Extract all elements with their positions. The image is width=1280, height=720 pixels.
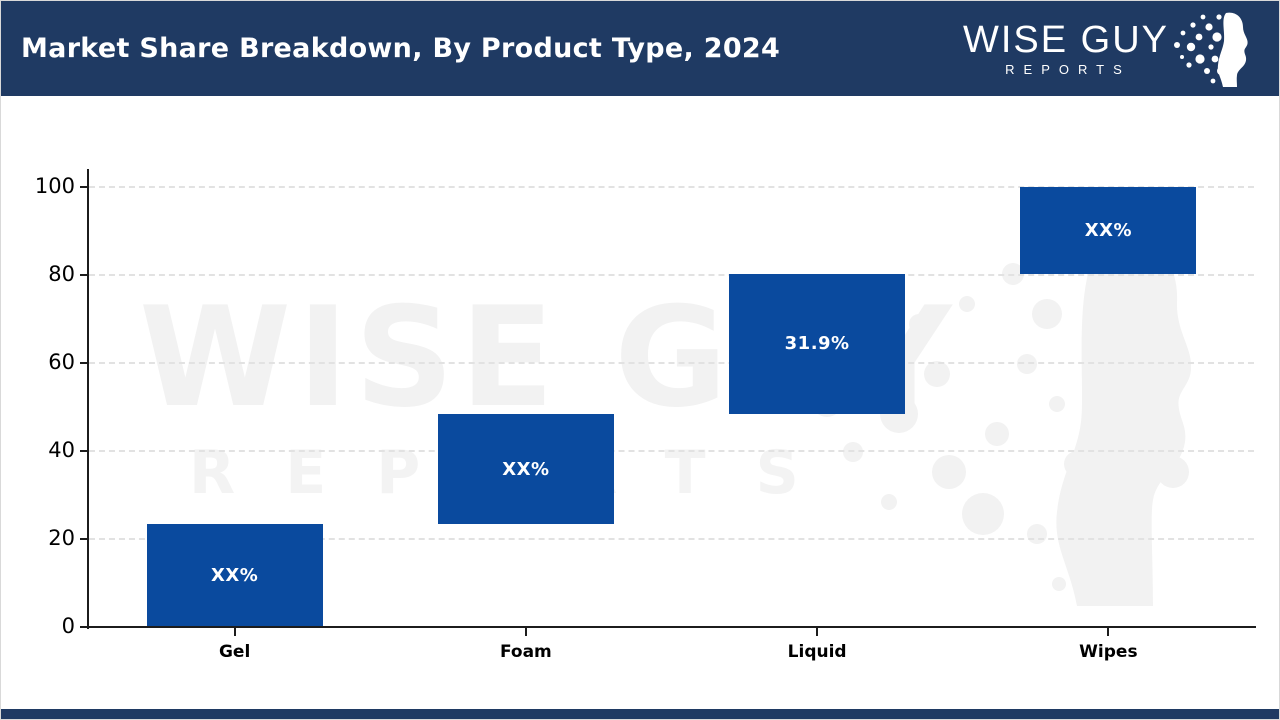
y-tick-label-100: 100 — [34, 174, 75, 198]
gridline-100 — [89, 186, 1254, 188]
bar-wipes: XX% — [1020, 187, 1197, 274]
x-axis-category-label-liquid: Liquid — [787, 642, 847, 662]
y-axis-line — [87, 169, 89, 629]
y-tick-label-40: 40 — [48, 438, 75, 462]
page-title: Market Share Breakdown, By Product Type,… — [21, 33, 781, 64]
gridline-40 — [89, 450, 1254, 452]
logo-head-icon — [1174, 12, 1248, 87]
y-tick-mark-100 — [80, 186, 89, 188]
bar-value-label-gel: XX% — [210, 565, 259, 587]
bar-value-label-wipes: XX% — [1084, 219, 1133, 241]
x-tick-mark-gel — [233, 628, 236, 636]
y-tick-label-60: 60 — [48, 350, 75, 374]
logo-name: WISE GUY — [962, 19, 1169, 61]
y-tick-label-20: 20 — [48, 526, 75, 550]
footer-bar — [1, 709, 1279, 719]
header-bar: Market Share Breakdown, By Product Type,… — [1, 1, 1279, 96]
y-tick-mark-40 — [80, 450, 89, 452]
x-axis-line — [87, 626, 1256, 628]
gridline-20 — [89, 538, 1254, 540]
x-tick-mark-foam — [524, 628, 527, 636]
bar-liquid: 31.9% — [729, 273, 906, 415]
x-axis-category-label-wipes: Wipes — [1079, 642, 1138, 662]
x-tick-mark-liquid — [816, 628, 819, 636]
bar-value-label-liquid: 31.9% — [784, 333, 850, 355]
y-tick-label-0: 0 — [61, 614, 75, 638]
y-tick-label-80: 80 — [48, 262, 75, 286]
x-tick-mark-wipes — [1107, 628, 1110, 636]
bar-gel: XX% — [146, 524, 323, 627]
logo-text: WISE GUY REPORTS — [963, 21, 1169, 76]
x-axis-category-label-foam: Foam — [499, 642, 552, 662]
y-tick-mark-20 — [80, 538, 89, 540]
gridline-60 — [89, 362, 1254, 364]
x-axis-category-label-gel: Gel — [218, 642, 251, 662]
y-tick-mark-0 — [80, 626, 89, 628]
logo-tagline: REPORTS — [1005, 62, 1131, 77]
wise-guy-reports-logo: WISE GUY REPORTS — [963, 7, 1255, 91]
gridline-80 — [89, 274, 1254, 276]
y-tick-mark-80 — [80, 274, 89, 276]
bar-value-label-foam: XX% — [502, 458, 550, 480]
bar-foam: XX% — [437, 414, 614, 525]
y-tick-mark-60 — [80, 362, 89, 364]
